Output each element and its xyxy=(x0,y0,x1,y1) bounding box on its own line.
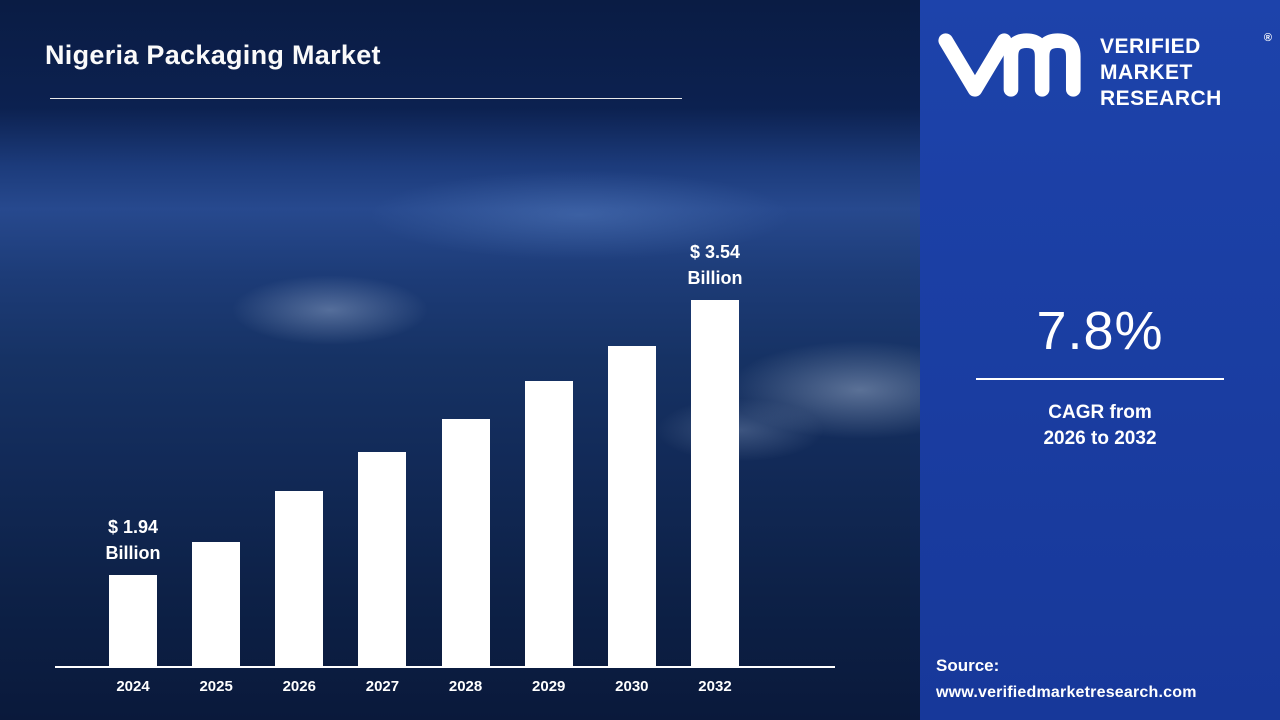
brand-name-line3: RESEARCH xyxy=(1100,87,1222,110)
brand-name-line1: VERIFIED xyxy=(1100,35,1201,58)
cagr-label-line1: CAGR from xyxy=(1048,402,1152,423)
x-tick-2029: 2029 xyxy=(532,678,566,695)
bar-value-line: $ 1.94 xyxy=(107,517,159,537)
brand-block: VERIFIED MARKET RESEARCH ® xyxy=(934,28,1272,112)
source-url: www.verifiedmarketresearch.com xyxy=(936,684,1197,701)
bar-2029 xyxy=(524,381,573,668)
bar-value-line: $ 3.54 xyxy=(689,242,740,262)
bar-series: $ 1.94 Billion 2024 2025 2026 2027 2028 2029 203… xyxy=(55,200,835,695)
registered-trademark-icon: ® xyxy=(1263,32,1272,44)
bar-2028 xyxy=(441,419,490,668)
bar-cell-2030: 2030 xyxy=(607,200,656,695)
x-tick-2025: 2025 xyxy=(199,678,233,695)
bar-cell-2024: $ 1.94 Billion 2024 xyxy=(106,200,161,695)
infographic-background: Nigeria Packaging Market $ 1.94 Billion 20… xyxy=(0,0,920,720)
bar-cell-2028: 2028 xyxy=(441,200,490,695)
brand-name: VERIFIED MARKET RESEARCH xyxy=(1100,34,1222,112)
bar-value-line: Billion xyxy=(105,543,161,563)
bar-value-line: Billion xyxy=(687,268,743,288)
x-tick-2026: 2026 xyxy=(282,678,316,695)
bar-2025 xyxy=(192,542,241,668)
cagr-block: 7.8% CAGR from 2026 to 2032 xyxy=(920,300,1280,452)
cagr-underline xyxy=(976,378,1224,380)
bar-cell-2032: $ 3.54 Billion 2032 xyxy=(687,200,742,695)
source-block: Source: www.verifiedmarketresearch.com xyxy=(920,656,1270,702)
vmr-logo-icon xyxy=(938,33,1081,97)
bar-2032 xyxy=(690,300,739,668)
x-tick-2027: 2027 xyxy=(365,678,400,695)
source-label: Source: xyxy=(936,656,1000,675)
bar-cell-2027: 2027 xyxy=(358,200,407,695)
x-axis-baseline xyxy=(55,666,835,668)
brand-name-line2: MARKET xyxy=(1100,61,1193,84)
bar-value-label-2032: $ 3.54 Billion xyxy=(687,239,742,291)
stats-sidebar: VERIFIED MARKET RESEARCH ® 7.8% CAGR fro… xyxy=(920,0,1280,720)
cagr-value: 7.8% xyxy=(1036,301,1164,361)
x-tick-2030: 2030 xyxy=(615,678,649,695)
page-title: Nigeria Packaging Market xyxy=(45,40,381,70)
x-tick-2032: 2032 xyxy=(698,678,732,695)
bar-2026 xyxy=(275,491,324,668)
bar-2024 xyxy=(109,575,157,668)
bar-2027 xyxy=(358,452,407,668)
x-tick-2028: 2028 xyxy=(448,678,483,695)
title-underline xyxy=(50,98,682,99)
bar-2030 xyxy=(607,346,656,668)
cagr-label: CAGR from 2026 to 2032 xyxy=(920,400,1280,452)
x-tick-2024: 2024 xyxy=(116,678,150,695)
bar-chart: $ 1.94 Billion 2024 2025 2026 2027 2028 2029 203… xyxy=(55,200,835,695)
cagr-label-line2: 2026 to 2032 xyxy=(1043,428,1157,449)
bar-cell-2025: 2025 xyxy=(192,200,241,695)
bar-cell-2026: 2026 xyxy=(275,200,324,695)
bar-cell-2029: 2029 xyxy=(524,200,573,695)
bar-value-label-2024: $ 1.94 Billion xyxy=(106,514,161,566)
